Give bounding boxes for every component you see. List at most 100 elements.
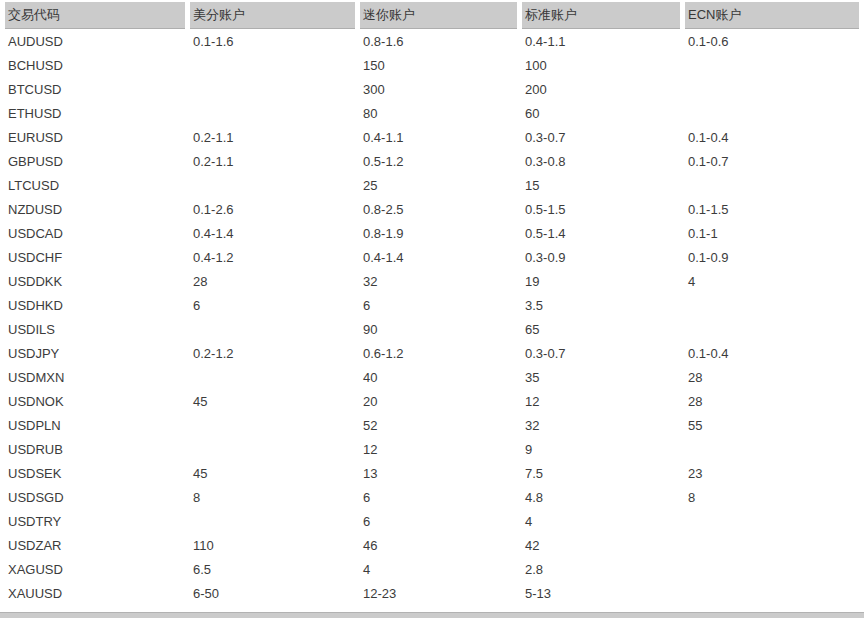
spread-cell-mini_account: 52 <box>360 413 517 437</box>
symbol-cell: USDCHF <box>5 245 185 269</box>
spread-cell-mini_account: 13 <box>360 461 517 485</box>
spread-cell-standard_account: 19 <box>522 269 680 293</box>
spread-cell-standard_account: 60 <box>522 101 680 125</box>
table-row: LTCUSD2515 <box>5 173 859 197</box>
spread-cell-mini_account: 6 <box>360 293 517 317</box>
table-row: USDILS9065 <box>5 317 859 341</box>
spread-cell-mini_account: 0.8-2.5 <box>360 197 517 221</box>
spread-cell-standard_account: 0.5-1.4 <box>522 221 680 245</box>
table-row: BCHUSD150100 <box>5 53 859 77</box>
symbol-cell: USDSEK <box>5 461 185 485</box>
spread-cell-standard_account: 7.5 <box>522 461 680 485</box>
spread-cell-mini_account: 20 <box>360 389 517 413</box>
table-row: XAUUSD6-5012-235-13 <box>5 581 859 605</box>
spread-cell-ecn_account: 0.1-0.6 <box>685 29 859 53</box>
spread-cell-cent_account <box>190 77 355 101</box>
spread-cell-cent_account: 0.4-1.4 <box>190 221 355 245</box>
spread-cell-standard_account: 9 <box>522 437 680 461</box>
spread-cell-cent_account: 0.2-1.1 <box>190 149 355 173</box>
spread-cell-mini_account: 0.6-1.2 <box>360 341 517 365</box>
spread-cell-ecn_account: 0.1-0.9 <box>685 245 859 269</box>
spread-cell-mini_account: 32 <box>360 269 517 293</box>
spread-cell-cent_account: 0.1-1.6 <box>190 29 355 53</box>
table-row: USDRUB129 <box>5 437 859 461</box>
table-row: EURUSD0.2-1.10.4-1.10.3-0.70.1-0.4 <box>5 125 859 149</box>
spread-cell-cent_account: 0.4-1.2 <box>190 245 355 269</box>
table-row: BTCUSD 300200 <box>5 77 859 101</box>
table-row: XAGUSD6.542.8 <box>5 557 859 581</box>
spread-cell-ecn_account <box>685 173 859 197</box>
spread-cell-standard_account: 0.5-1.5 <box>522 197 680 221</box>
symbol-cell: USDHKD <box>5 293 185 317</box>
spread-cell-mini_account: 6 <box>360 509 517 533</box>
spread-cell-cent_account: 6.5 <box>190 557 355 581</box>
spread-cell-mini_account: 300 <box>360 77 517 101</box>
spread-cell-mini_account: 150 <box>360 53 517 77</box>
spread-cell-cent_account <box>190 365 355 389</box>
spread-cell-cent_account: 0.2-1.2 <box>190 341 355 365</box>
spread-cell-ecn_account <box>685 581 859 605</box>
table-row: USDHKD663.5 <box>5 293 859 317</box>
spread-cell-ecn_account: 0.1-0.4 <box>685 341 859 365</box>
table-body: AUDUSD0.1-1.60.8-1.60.4-1.10.1-0.6BCHUSD… <box>5 29 859 605</box>
spread-cell-ecn_account <box>685 53 859 77</box>
table-row: ETHUSD8060 <box>5 101 859 125</box>
spread-cell-standard_account: 0.3-0.8 <box>522 149 680 173</box>
table-row: USDNOK45201228 <box>5 389 859 413</box>
spread-cell-ecn_account: 28 <box>685 365 859 389</box>
symbol-cell: USDSGD <box>5 485 185 509</box>
spread-cell-cent_account: 0.1-2.6 <box>190 197 355 221</box>
header-row: 交易代码美分账户迷你账户标准账户ECN账户 <box>5 2 859 29</box>
spread-cell-ecn_account: 55 <box>685 413 859 437</box>
symbol-cell: USDRUB <box>5 437 185 461</box>
spread-cell-standard_account: 3.5 <box>522 293 680 317</box>
table-row: USDTRY64 <box>5 509 859 533</box>
spread-cell-cent_account: 8 <box>190 485 355 509</box>
symbol-cell: EURUSD <box>5 125 185 149</box>
column-header-symbol: 交易代码 <box>5 2 185 29</box>
spread-cell-ecn_account: 0.1-0.4 <box>685 125 859 149</box>
spread-cell-mini_account: 12-23 <box>360 581 517 605</box>
spread-cell-ecn_account <box>685 77 859 101</box>
spread-cell-ecn_account <box>685 437 859 461</box>
spread-cell-ecn_account: 23 <box>685 461 859 485</box>
spread-cell-mini_account: 4 <box>360 557 517 581</box>
table-header: 交易代码美分账户迷你账户标准账户ECN账户 <box>5 2 859 29</box>
symbol-cell: XAUUSD <box>5 581 185 605</box>
symbol-cell: LTCUSD <box>5 173 185 197</box>
spread-cell-ecn_account: 0.1-1 <box>685 221 859 245</box>
spread-cell-ecn_account: 4 <box>685 269 859 293</box>
spread-cell-cent_account <box>190 509 355 533</box>
spread-cell-cent_account: 45 <box>190 461 355 485</box>
table-row: GBPUSD0.2-1.10.5-1.20.3-0.80.1-0.7 <box>5 149 859 173</box>
spread-table-page: 交易代码美分账户迷你账户标准账户ECN账户 AUDUSD0.1-1.60.8-1… <box>0 2 864 618</box>
symbol-cell: BTCUSD <box>5 77 185 101</box>
spread-cell-standard_account: 200 <box>522 77 680 101</box>
spread-cell-cent_account <box>190 413 355 437</box>
symbol-cell: USDMXN <box>5 365 185 389</box>
symbol-cell: USDNOK <box>5 389 185 413</box>
spread-cell-mini_account: 40 <box>360 365 517 389</box>
table-row: AUDUSD0.1-1.60.8-1.60.4-1.10.1-0.6 <box>5 29 859 53</box>
symbol-cell: USDCAD <box>5 221 185 245</box>
spread-cell-mini_account: 0.8-1.9 <box>360 221 517 245</box>
spread-cell-standard_account: 4 <box>522 509 680 533</box>
spread-cell-cent_account <box>190 173 355 197</box>
symbol-cell: USDZAR <box>5 533 185 557</box>
spread-cell-ecn_account <box>685 317 859 341</box>
spread-cell-ecn_account <box>685 101 859 125</box>
spread-cell-mini_account: 25 <box>360 173 517 197</box>
table-row: USDCHF0.4-1.20.4-1.40.3-0.90.1-0.9 <box>5 245 859 269</box>
spread-cell-standard_account: 5-13 <box>522 581 680 605</box>
spread-cell-cent_account <box>190 317 355 341</box>
spread-cell-standard_account: 65 <box>522 317 680 341</box>
table-row: USDSGD864.88 <box>5 485 859 509</box>
spread-cell-cent_account: 45 <box>190 389 355 413</box>
spread-cell-mini_account: 0.5-1.2 <box>360 149 517 173</box>
table-row: NZDUSD0.1-2.60.8-2.50.5-1.50.1-1.5 <box>5 197 859 221</box>
spread-cell-cent_account: 28 <box>190 269 355 293</box>
symbol-cell: BCHUSD <box>5 53 185 77</box>
table-row: USDSEK45137.523 <box>5 461 859 485</box>
column-header-standard_account: 标准账户 <box>522 2 680 29</box>
symbol-cell: ETHUSD <box>5 101 185 125</box>
